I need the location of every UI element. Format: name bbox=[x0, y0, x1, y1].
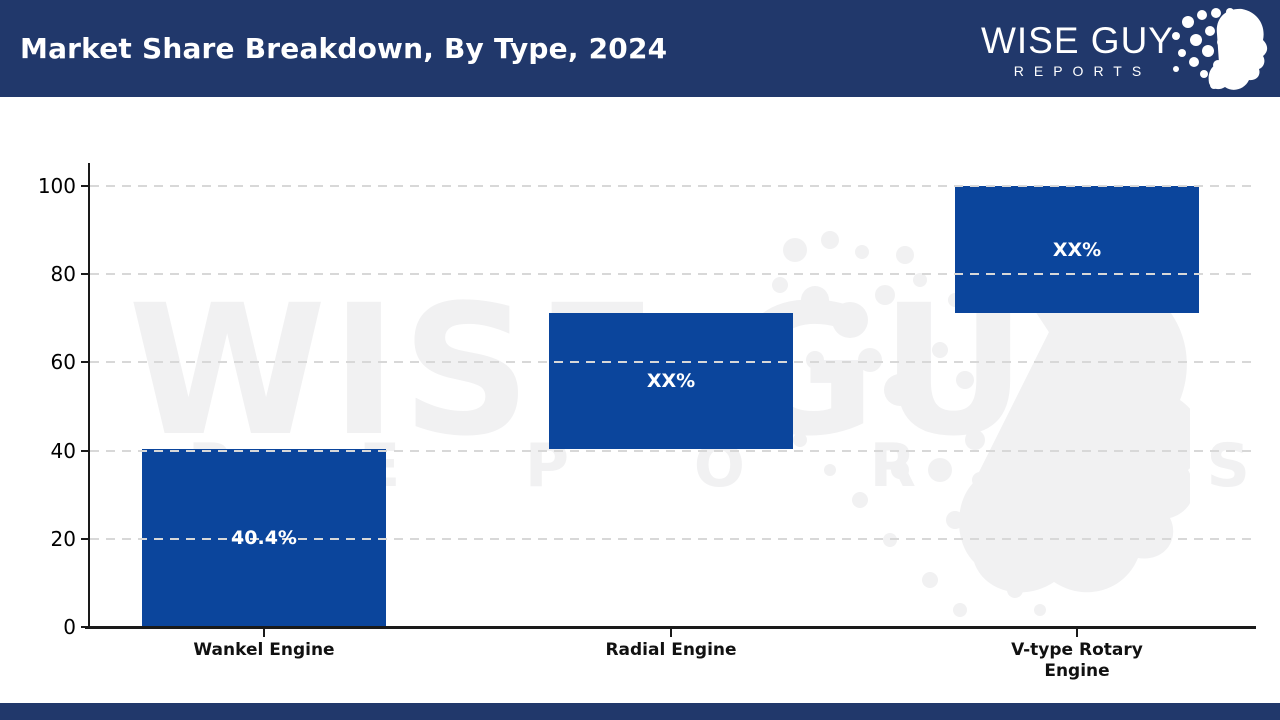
logo-face-icon bbox=[1172, 8, 1268, 90]
y-tick-mark bbox=[81, 626, 89, 628]
y-tick-mark bbox=[81, 537, 89, 540]
footer-bar bbox=[0, 703, 1280, 720]
y-tick-mark bbox=[81, 273, 89, 276]
gridline bbox=[90, 273, 1256, 276]
bar-value-label: 40.4% bbox=[231, 526, 297, 549]
gridline bbox=[90, 449, 1256, 452]
x-category-label: Wankel Engine bbox=[193, 640, 335, 660]
y-axis-line bbox=[88, 163, 90, 628]
x-tick-mark bbox=[670, 629, 672, 637]
y-tick-label: 60 bbox=[50, 350, 76, 375]
bar bbox=[955, 186, 1199, 314]
y-tick-mark bbox=[81, 449, 89, 452]
watermark-face-icon bbox=[764, 231, 1190, 617]
y-tick-mark bbox=[81, 361, 89, 364]
x-category-label: Radial Engine bbox=[605, 640, 737, 660]
y-tick-label: 0 bbox=[63, 615, 76, 639]
gridline bbox=[90, 185, 1256, 187]
bar-value-label: XX% bbox=[1052, 238, 1102, 261]
x-tick-mark bbox=[1076, 629, 1078, 637]
logo-text: WISE GUY REPORTS bbox=[981, 20, 1174, 79]
x-tick-mark bbox=[263, 629, 265, 637]
logo-subtitle: REPORTS bbox=[1013, 62, 1152, 79]
wise-guy-reports-logo: WISE GUY REPORTS bbox=[981, 6, 1272, 92]
bar-value-label: XX% bbox=[646, 370, 696, 393]
header-bar: Market Share Breakdown, By Type, 2024 WI… bbox=[0, 0, 1280, 97]
x-category-label: V-type Rotary Engine bbox=[1011, 640, 1143, 682]
y-tick-label: 80 bbox=[50, 262, 76, 287]
y-tick-label: 100 bbox=[37, 174, 76, 198]
y-tick-label: 40 bbox=[50, 438, 76, 463]
y-tick-label: 20 bbox=[50, 526, 76, 551]
logo-wordmark: WISE GUY bbox=[980, 19, 1174, 61]
chart-title: Market Share Breakdown, By Type, 2024 bbox=[20, 32, 668, 65]
gridline bbox=[90, 537, 1256, 540]
bar bbox=[549, 313, 793, 449]
x-axis-line bbox=[85, 626, 1256, 629]
y-tick-mark bbox=[81, 185, 89, 187]
gridline bbox=[90, 361, 1256, 364]
